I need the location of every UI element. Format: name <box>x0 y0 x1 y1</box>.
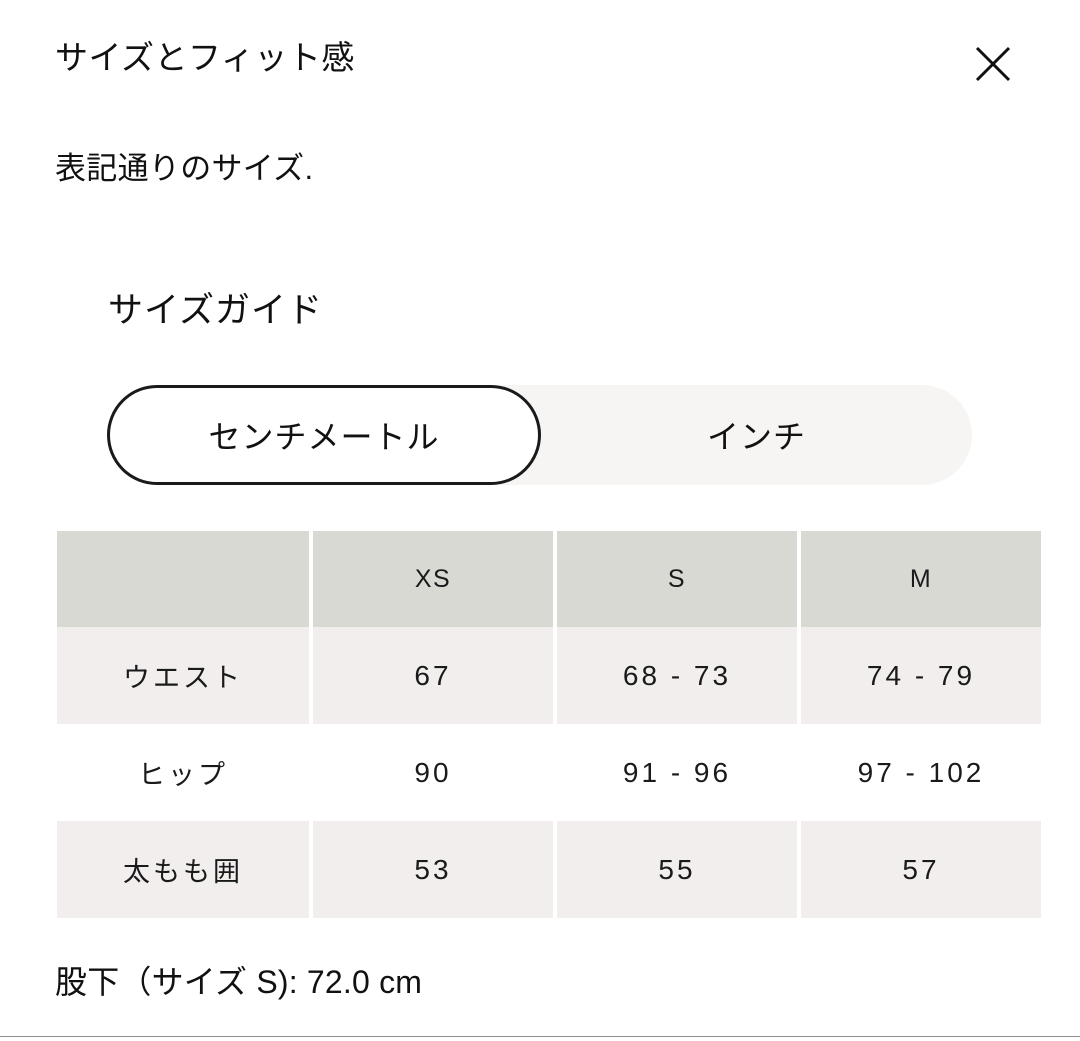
size-guide-heading: サイズガイド <box>108 291 323 330</box>
table-row: 太もも囲 53 55 57 <box>57 821 1041 918</box>
page-title: サイズとフィット感 <box>55 39 355 76</box>
table-column-header-s: S <box>557 531 797 627</box>
panel-header: サイズとフィット感 <box>0 0 1080 130</box>
row-label-thigh: 太もも囲 <box>57 821 309 918</box>
table-row: ヒップ 90 91 - 96 97 - 102 <box>57 724 1041 821</box>
cell-waist-s: 68 - 73 <box>557 627 797 724</box>
cell-waist-m: 74 - 79 <box>801 627 1041 724</box>
table-body: ウエスト 67 68 - 73 74 - 79 ヒップ 90 91 - 96 9… <box>57 627 1041 918</box>
cell-thigh-m: 57 <box>801 821 1041 918</box>
table-corner-cell <box>57 531 309 627</box>
table-column-header-m: M <box>801 531 1041 627</box>
unit-option-inches[interactable]: インチ <box>541 385 972 485</box>
row-label-waist: ウエスト <box>57 627 309 724</box>
unit-toggle[interactable]: センチメートル インチ <box>107 385 972 485</box>
close-icon <box>973 44 1013 84</box>
table-row: ウエスト 67 68 - 73 74 - 79 <box>57 627 1041 724</box>
fit-note: 表記通りのサイズ. <box>55 151 314 186</box>
inseam-note: 股下（サイズ S): 72.0 cm <box>55 964 423 1000</box>
bottom-divider <box>0 1036 1080 1037</box>
cell-thigh-xs: 53 <box>313 821 553 918</box>
close-button[interactable] <box>963 34 1023 94</box>
cell-hip-s: 91 - 96 <box>557 724 797 821</box>
cell-hip-m: 97 - 102 <box>801 724 1041 821</box>
table-column-header-xs: XS <box>313 531 553 627</box>
cell-thigh-s: 55 <box>557 821 797 918</box>
size-guide-table: XS S M ウエスト 67 68 - 73 74 - 79 ヒップ 90 91… <box>53 531 1045 918</box>
table-header-row: XS S M <box>57 531 1041 627</box>
cell-hip-xs: 90 <box>313 724 553 821</box>
row-label-hip: ヒップ <box>57 724 309 821</box>
cell-waist-xs: 67 <box>313 627 553 724</box>
unit-option-centimeters[interactable]: センチメートル <box>107 385 541 485</box>
table-header: XS S M <box>57 531 1041 627</box>
